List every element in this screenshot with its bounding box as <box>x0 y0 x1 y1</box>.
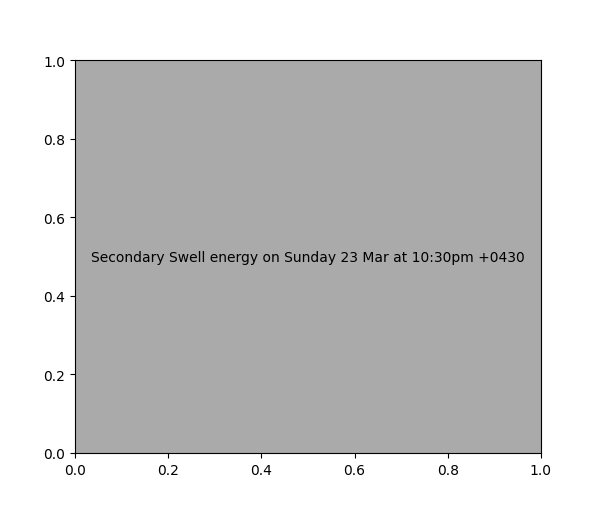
Text: Secondary Swell energy on Sunday 23 Mar at 10:30pm +0430: Secondary Swell energy on Sunday 23 Mar … <box>91 250 525 264</box>
